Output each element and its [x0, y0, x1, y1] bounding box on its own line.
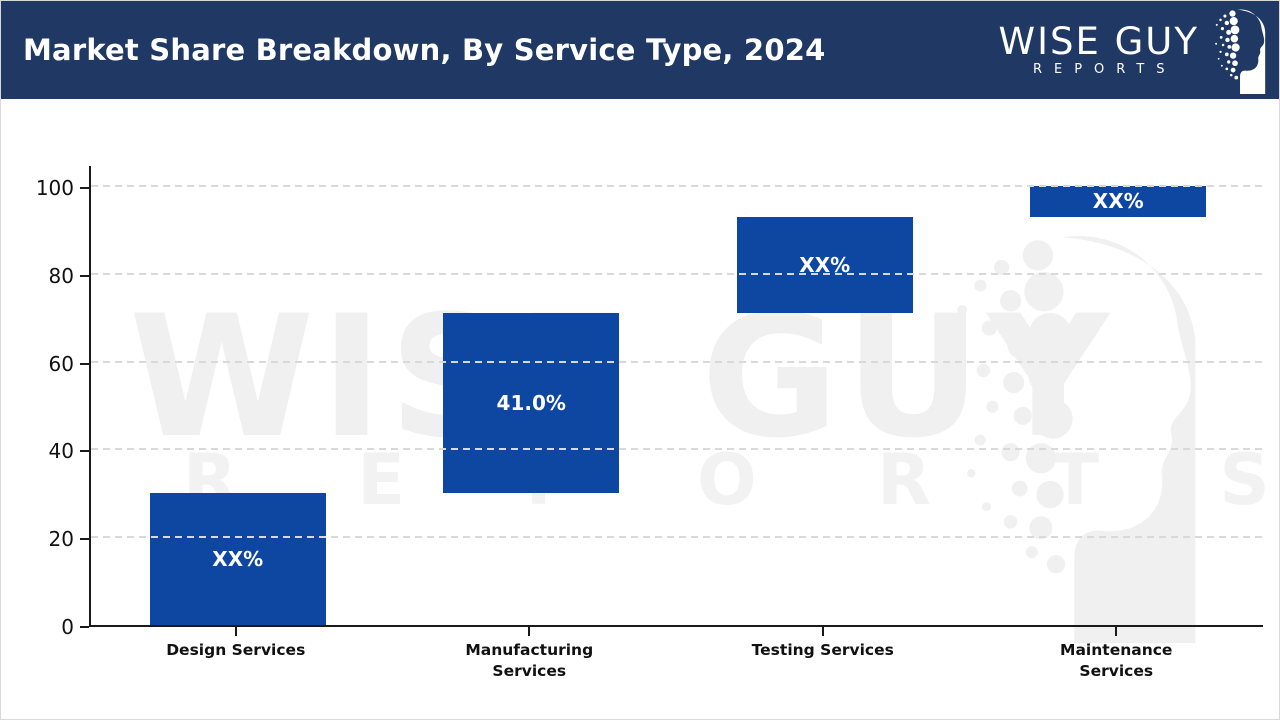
bar-manufacturing-services: 41.0%: [443, 313, 620, 494]
bar-testing-services: XX%: [736, 216, 913, 314]
y-axis-tick: [80, 626, 89, 628]
y-axis-tick: [80, 186, 89, 189]
dotted-face-profile-icon: [1203, 6, 1267, 94]
y-axis-tick: [80, 538, 89, 541]
x-tick-label: Design Services: [126, 640, 346, 661]
x-tick-label: Testing Services: [713, 640, 933, 661]
x-tick-label-line: Services: [1079, 662, 1154, 680]
x-tick-label-line: Design Services: [166, 641, 306, 659]
x-tick-label-line: Maintenance: [1060, 641, 1173, 659]
logo-subtitle: REPORTS: [1032, 62, 1177, 77]
logo-wordmark: WISE GUY: [998, 20, 1199, 63]
wise-guy-reports-logo: WISE GUY REPORTS: [999, 6, 1267, 94]
x-tick-label-line: Testing Services: [751, 641, 894, 659]
page-title: Market Share Breakdown, By Service Type,…: [23, 33, 826, 67]
x-axis-tick: [1115, 627, 1118, 636]
bar-value-label: XX%: [212, 547, 264, 572]
y-axis-tick: [80, 274, 89, 277]
y-tick-label: 80: [48, 263, 74, 288]
gridline-100: [91, 184, 1263, 187]
gridline-80: [91, 272, 1263, 275]
y-tick-label: 20: [48, 527, 74, 552]
plot-area: XX% 41.0% XX% XX%: [89, 166, 1263, 627]
x-tick-label: Maintenance Services: [1006, 640, 1226, 682]
gridline-20: [91, 536, 1263, 539]
x-axis-tick: [234, 627, 237, 636]
bar-value-label: XX%: [1092, 189, 1144, 214]
bar-value-label: 41.0%: [496, 391, 566, 416]
x-axis-tick: [821, 627, 824, 636]
y-tick-label: 0: [61, 615, 74, 639]
gridline-40: [91, 448, 1263, 451]
x-tick-label-line: Manufacturing: [465, 641, 594, 659]
y-tick-label: 40: [48, 439, 74, 464]
y-tick-label: 60: [48, 351, 74, 376]
y-tick-label: 100: [35, 175, 74, 200]
x-tick-label: Manufacturing Services: [419, 640, 639, 682]
header-bar: Market Share Breakdown, By Service Type,…: [1, 1, 1279, 99]
x-tick-label-line: Services: [492, 662, 567, 680]
logo-text: WISE GUY REPORTS: [999, 22, 1199, 78]
gridline-60: [91, 360, 1263, 363]
bar-design-services: XX%: [149, 493, 326, 625]
y-axis-tick: [80, 362, 89, 365]
bar-maintenance-services: XX%: [1030, 185, 1207, 217]
y-axis-tick: [80, 450, 89, 453]
x-axis-tick: [528, 627, 531, 636]
